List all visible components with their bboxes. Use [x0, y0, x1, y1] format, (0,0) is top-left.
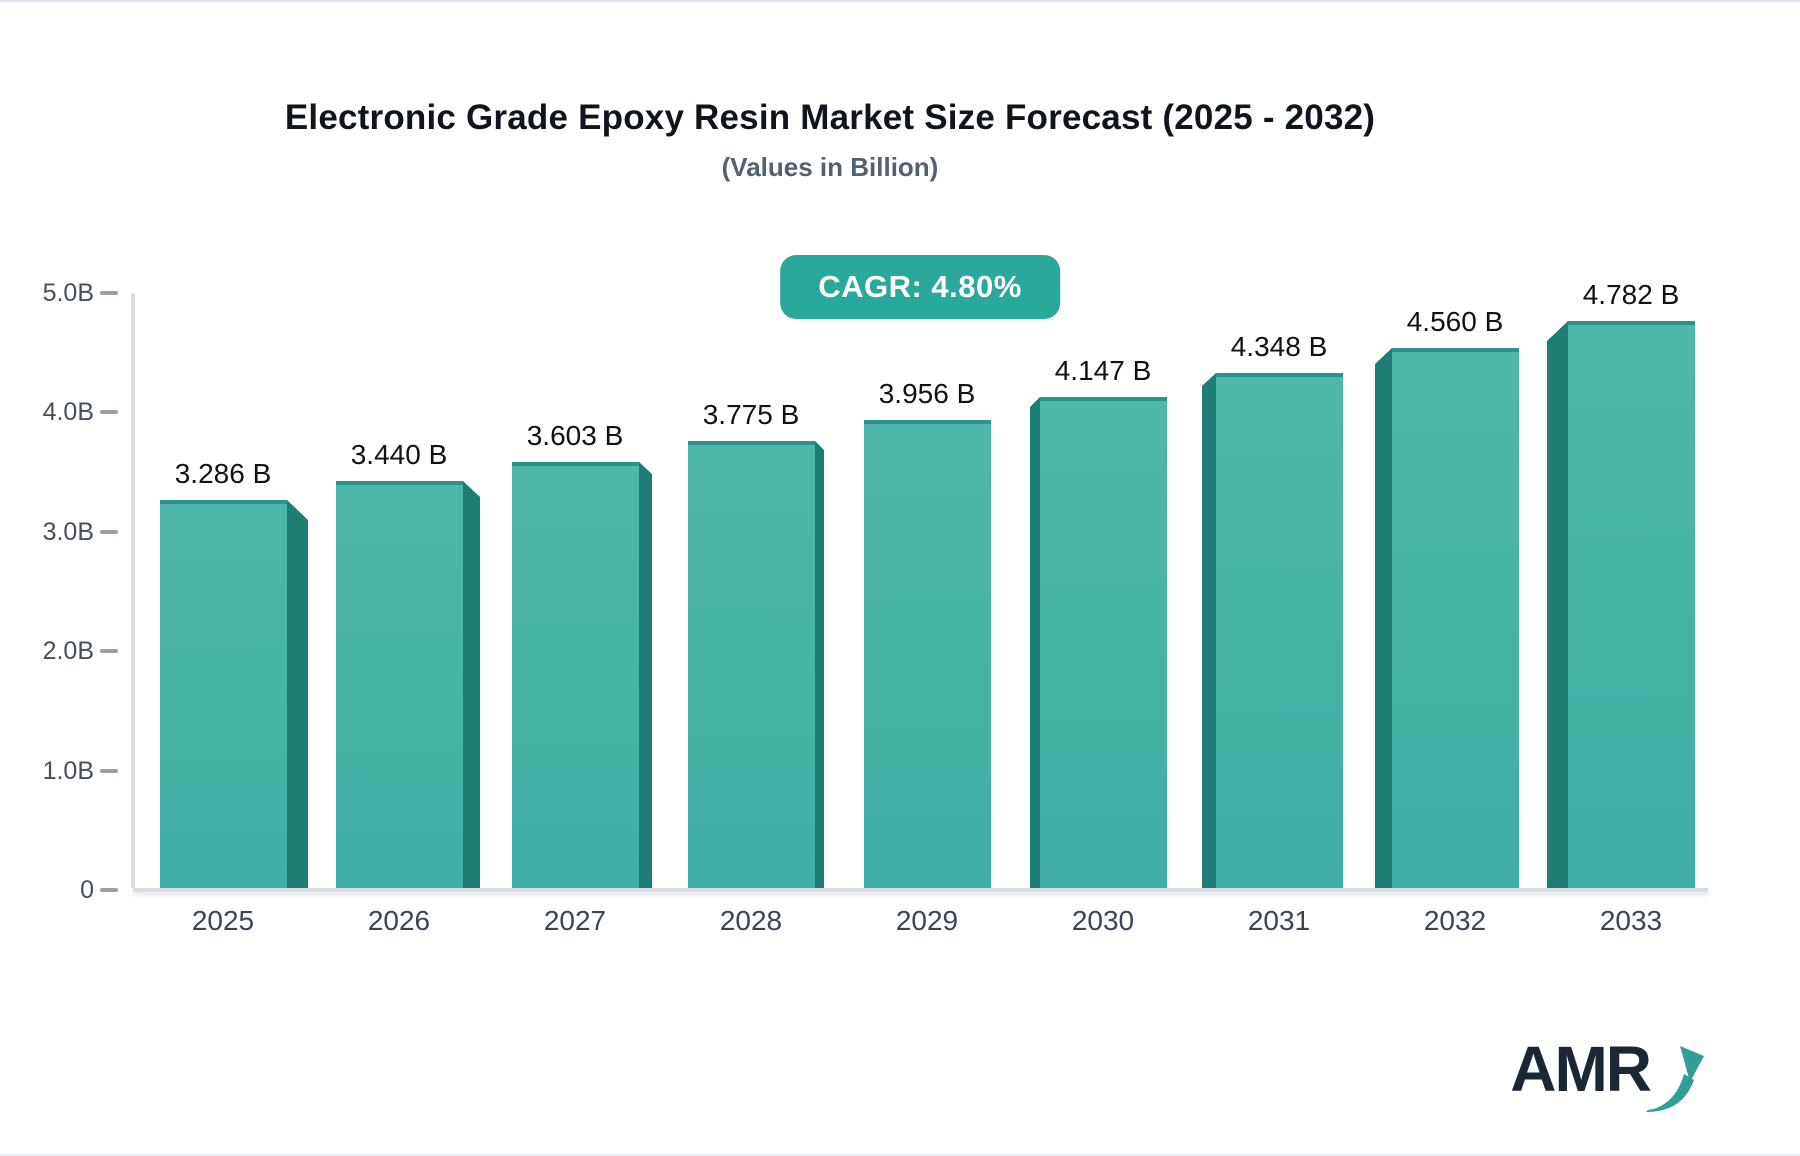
bar-2029 [864, 420, 991, 888]
y-tick-label: 3.0B [42, 517, 94, 546]
bar-value-label: 4.147 B [1054, 355, 1152, 386]
bar-2030 [1030, 397, 1167, 888]
bar-2033 [1547, 321, 1695, 888]
cagr-badge: CAGR: 4.80% [780, 255, 1060, 319]
x-tick-label-2031: 2031 [1247, 905, 1311, 936]
bar-side-shadow [1375, 348, 1392, 888]
bar-2032 [1375, 348, 1519, 888]
bar-value-label: 4.560 B [1406, 306, 1504, 337]
bar-value-label: 3.775 B [702, 399, 800, 430]
y-tick-mark [100, 529, 118, 534]
bar-2026 [336, 481, 480, 888]
bar-value-label: 4.782 B [1582, 279, 1680, 310]
x-tick-label-2028: 2028 [719, 905, 783, 936]
y-tick-label: 0 [80, 876, 94, 904]
x-axis-line [133, 888, 1708, 892]
x-tick-label-2032: 2032 [1423, 905, 1487, 936]
bar-side-shadow [1547, 321, 1568, 888]
brand-logo: AMR [1510, 1034, 1708, 1112]
y-tick-label: 5.0B [42, 279, 94, 307]
y-tick-mark [100, 768, 118, 773]
bar-2028 [688, 441, 824, 888]
chart-title: Electronic Grade Epoxy Resin Market Size… [284, 98, 1376, 137]
bar-side-shadow [1030, 397, 1040, 888]
y-axis-line [131, 293, 135, 888]
y-tick-mark [100, 649, 118, 654]
bar-2031 [1202, 373, 1343, 888]
chart-subtitle: (Values in Billion) [721, 152, 939, 182]
bar-side-shadow [815, 441, 824, 888]
bar-2027 [512, 462, 652, 888]
bar-side-shadow [639, 462, 652, 888]
x-tick-label-2030: 2030 [1071, 905, 1135, 936]
bar-side-shadow [1202, 373, 1216, 888]
x-tick-label-2033: 2033 [1599, 905, 1663, 936]
bar-2025 [160, 500, 308, 888]
bar-value-label: 4.348 B [1230, 331, 1328, 362]
bar-value-label: 3.956 B [878, 378, 976, 409]
x-tick-label-2029: 2029 [895, 905, 959, 936]
x-tick-label-2025: 2025 [191, 905, 255, 936]
y-tick-label: 1.0B [42, 756, 94, 785]
brand-logo-text: AMR [1510, 1033, 1652, 1105]
bar-value-label: 3.286 B [174, 458, 272, 489]
bar-side-shadow [287, 500, 308, 888]
y-tick-label: 2.0B [42, 637, 94, 666]
trending-up-arrow-icon [1646, 1046, 1704, 1112]
x-tick-label-2026: 2026 [367, 905, 431, 936]
y-tick-label: 4.0B [42, 398, 94, 427]
bar-value-label: 3.603 B [526, 420, 624, 451]
y-tick-mark [100, 410, 118, 415]
bar-side-shadow [463, 481, 480, 888]
y-tick-mark [100, 291, 118, 295]
y-tick-mark [100, 888, 118, 892]
bar-value-label: 3.440 B [350, 439, 448, 470]
x-tick-label-2027: 2027 [543, 905, 607, 936]
